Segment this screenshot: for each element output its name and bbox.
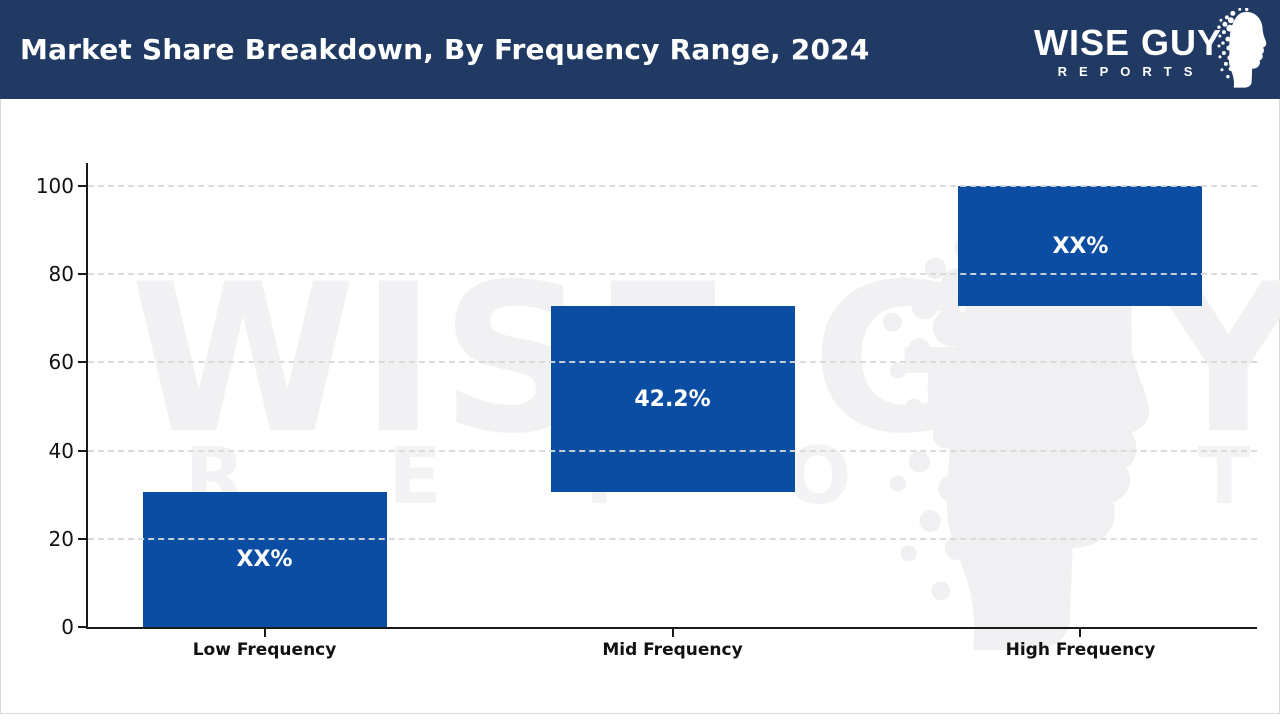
y-axis-spine <box>86 163 88 629</box>
page-title: Market Share Breakdown, By Frequency Ran… <box>20 33 870 66</box>
bar-value-label: 42.2% <box>634 386 711 412</box>
gridline-20 <box>88 537 1257 540</box>
x-tick-low-frequency <box>263 629 266 637</box>
x-tick-label-high-frequency: High Frequency <box>1005 640 1156 660</box>
brand-logo: WISE GUY REPORTS <box>1034 8 1268 88</box>
x-tick-high-frequency <box>1079 629 1082 637</box>
gridline-100 <box>88 185 1257 187</box>
y-tick-40 <box>78 449 86 452</box>
bar-value-label: XX% <box>236 547 293 573</box>
brand-logo-text: WISE GUY REPORTS <box>1033 21 1222 79</box>
logo-face-icon <box>1217 8 1267 88</box>
y-tick-label: 100 <box>35 174 74 198</box>
gridline-60 <box>88 361 1257 364</box>
y-tick-20 <box>78 537 86 540</box>
y-tick-label: 0 <box>61 615 74 639</box>
logo-wordmark: WISE GUY <box>1033 21 1222 63</box>
x-tick-mid-frequency <box>671 629 674 637</box>
y-tick-100 <box>78 185 86 187</box>
logo-subtext: REPORTS <box>1057 63 1205 79</box>
y-tick-label: 80 <box>48 262 74 287</box>
y-tick-0 <box>78 626 86 628</box>
gridline-80 <box>88 273 1257 276</box>
x-axis-spine <box>86 627 1257 629</box>
bar-value-label: XX% <box>1052 233 1109 259</box>
gridline-40 <box>88 449 1257 452</box>
y-tick-label: 40 <box>48 438 74 463</box>
y-tick-label: 20 <box>48 526 74 551</box>
y-tick-60 <box>78 361 86 364</box>
x-tick-label-low-frequency: Low Frequency <box>192 640 337 660</box>
bar-high-frequency: XX% <box>958 186 1203 307</box>
bar-low-frequency: XX% <box>142 492 387 627</box>
header: Market Share Breakdown, By Frequency Ran… <box>0 0 1280 99</box>
x-tick-label-mid-frequency: Mid Frequency <box>602 640 743 660</box>
y-tick-label: 60 <box>48 350 74 375</box>
y-tick-80 <box>78 273 86 276</box>
bar-mid-frequency: 42.2% <box>550 306 795 493</box>
